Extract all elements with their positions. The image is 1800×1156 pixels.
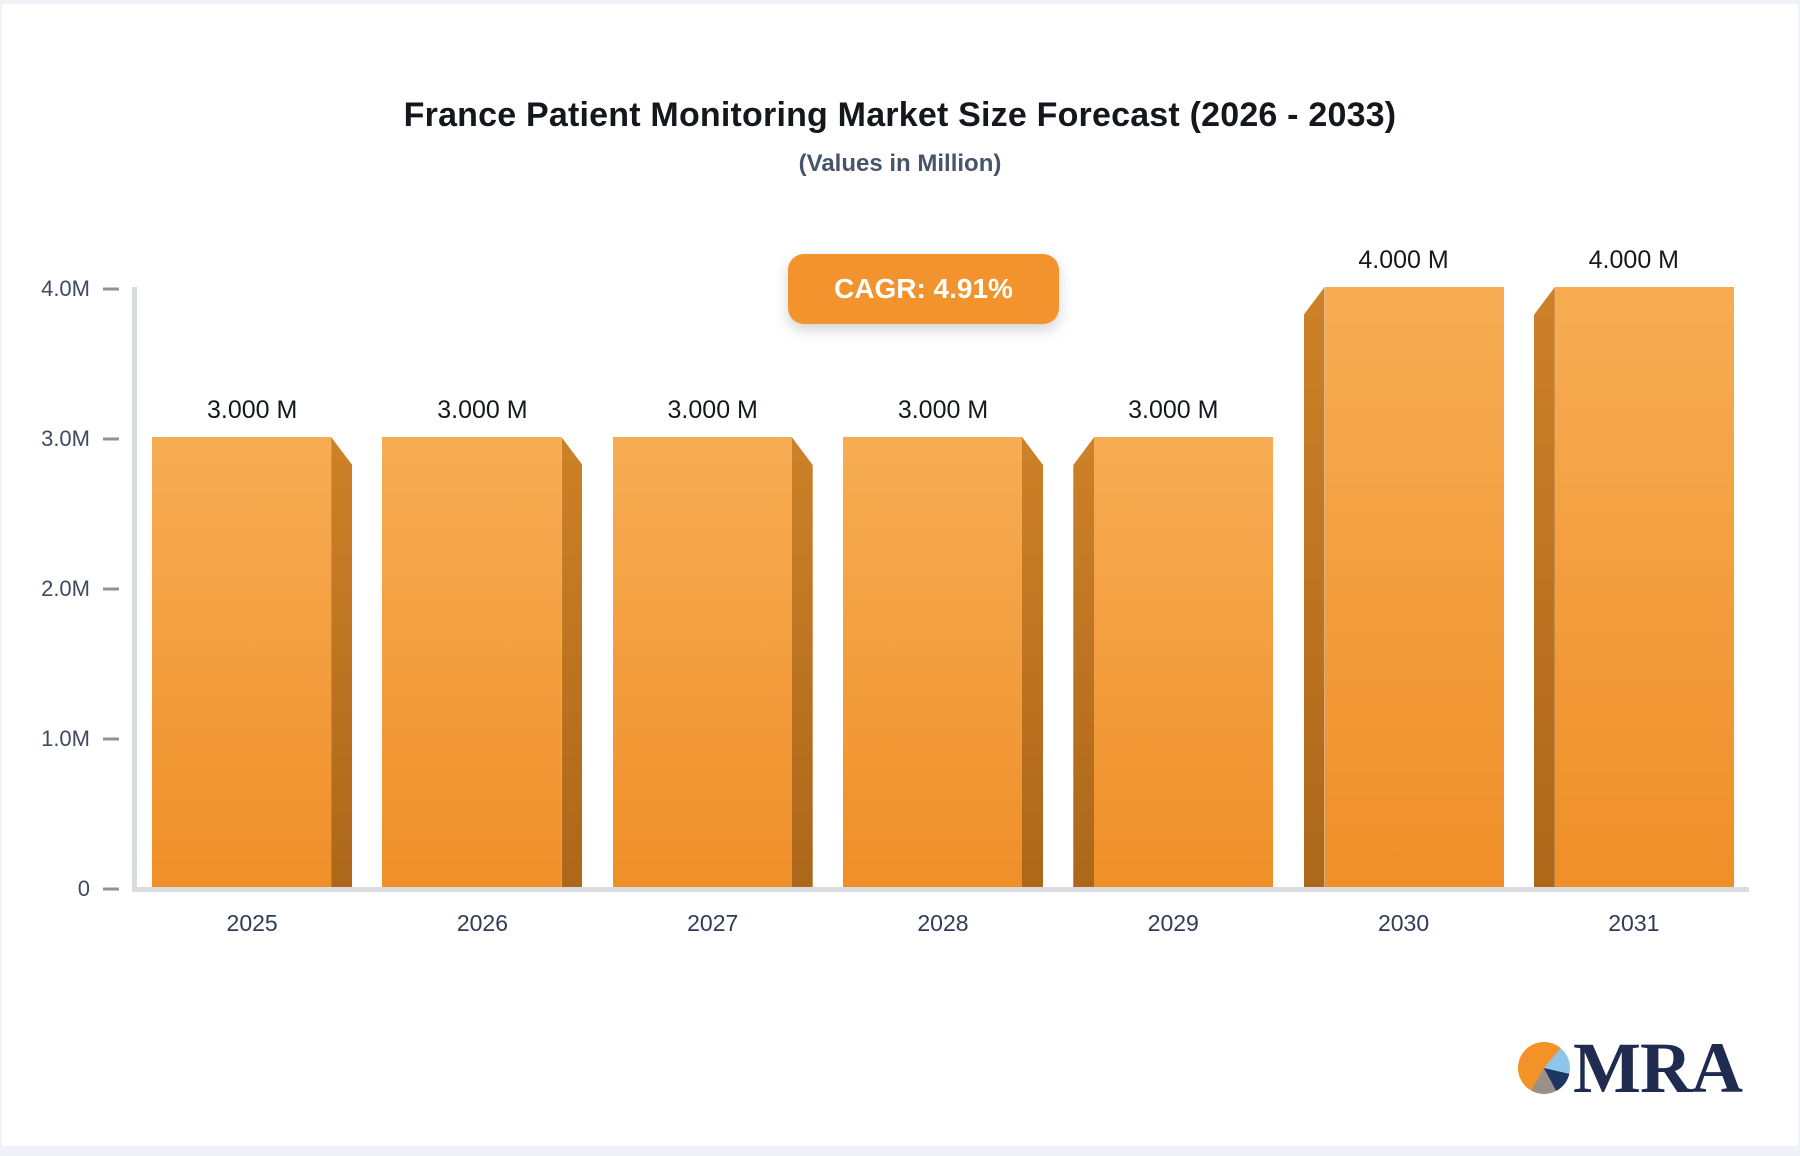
bar-value-label: 3.000 M bbox=[1128, 396, 1219, 424]
pie-chart-icon bbox=[1518, 1042, 1571, 1094]
bar-3d-side bbox=[1021, 437, 1043, 887]
x-axis-label: 2026 bbox=[456, 910, 508, 936]
plot-area: 3.000 M 2025 3.000 M 2026 3.000 M 2027 3.000 M… bbox=[132, 246, 1749, 936]
x-axis-label: 2025 bbox=[226, 910, 278, 936]
bar-face bbox=[1554, 287, 1734, 887]
x-axis-label: 2031 bbox=[1608, 910, 1660, 936]
bar-2025: 3.000 M bbox=[152, 396, 353, 887]
chart-card: France Patient Monitoring Market Size Fo… bbox=[2, 4, 1798, 1146]
x-axis-label: 2030 bbox=[1377, 910, 1430, 936]
bar-value-label: 3.000 M bbox=[897, 396, 989, 424]
bar-3d-side bbox=[1303, 287, 1325, 887]
bar-face bbox=[152, 437, 332, 887]
y-axis-tick-label: 3.0M bbox=[41, 426, 90, 451]
bar-column-2030: 4.000 M 2030 bbox=[1288, 246, 1518, 936]
y-axis-tick-label: 0 bbox=[77, 876, 90, 901]
bar-3d-side bbox=[561, 437, 583, 887]
bar-face bbox=[612, 437, 792, 887]
cagr-badge-label: CAGR: 4.91% bbox=[834, 273, 1013, 304]
bar-column-2028: 3.000 M 2028 bbox=[828, 287, 1058, 936]
bar-face bbox=[842, 437, 1022, 887]
x-axis-label: 2027 bbox=[687, 910, 739, 936]
y-axis-tick-mark bbox=[103, 287, 119, 291]
y-axis-tick-label: 1.0M bbox=[41, 726, 90, 751]
y-axis-tick-mark bbox=[103, 887, 119, 891]
y-axis-tick-label: 2.0M bbox=[41, 576, 90, 601]
x-axis-label: 2028 bbox=[917, 910, 969, 936]
bar-2028: 3.000 M bbox=[842, 396, 1043, 887]
bar-column-2031: 4.000 M 2031 bbox=[1519, 246, 1749, 936]
bar-2030: 4.000 M bbox=[1303, 246, 1504, 887]
y-axis-tick-mark bbox=[103, 737, 119, 741]
bar-2029: 3.000 M bbox=[1073, 396, 1274, 887]
chart-subtitle: (Values in Million) bbox=[798, 150, 1002, 177]
bar-value-label: 4.000 M bbox=[1358, 246, 1449, 274]
y-axis-tick-mark bbox=[103, 437, 119, 441]
bar-column-2029: 3.000 M 2029 bbox=[1058, 287, 1288, 936]
bar-face bbox=[382, 437, 562, 887]
bar-column-2027: 3.000 M 2027 bbox=[598, 287, 828, 936]
y-axis-tick-mark bbox=[103, 587, 119, 591]
bar-value-label: 3.000 M bbox=[206, 396, 298, 424]
bar-3d-side bbox=[1533, 287, 1555, 887]
bars-container: 3.000 M 2025 3.000 M 2026 3.000 M 2027 3.000 M… bbox=[137, 246, 1749, 936]
chart-title: France Patient Monitoring Market Size Fo… bbox=[403, 96, 1397, 134]
bar-3d-side bbox=[791, 437, 813, 887]
bar-column-2025: 3.000 M 2025 bbox=[137, 287, 367, 936]
brand-logo-text: MRA bbox=[1573, 1028, 1743, 1108]
bar-value-label: 3.000 M bbox=[667, 396, 758, 424]
bar-3d-side bbox=[1073, 437, 1095, 887]
bar-2027: 3.000 M bbox=[612, 396, 813, 887]
cagr-badge: CAGR: 4.91% bbox=[788, 254, 1059, 324]
bar-2026: 3.000 M bbox=[382, 396, 583, 887]
y-axis-tick-label: 4.0M bbox=[41, 276, 90, 301]
bar-value-label: 3.000 M bbox=[437, 396, 528, 424]
bar-face bbox=[1094, 437, 1274, 887]
x-axis-label: 2029 bbox=[1147, 910, 1199, 936]
bar-3d-side bbox=[331, 437, 353, 887]
bar-value-label: 4.000 M bbox=[1588, 246, 1679, 274]
bar-2031: 4.000 M bbox=[1533, 246, 1734, 887]
brand-logo: MRA bbox=[1518, 1028, 1743, 1108]
bar-face bbox=[1324, 287, 1504, 887]
bar-column-2026: 3.000 M 2026 bbox=[367, 287, 597, 936]
